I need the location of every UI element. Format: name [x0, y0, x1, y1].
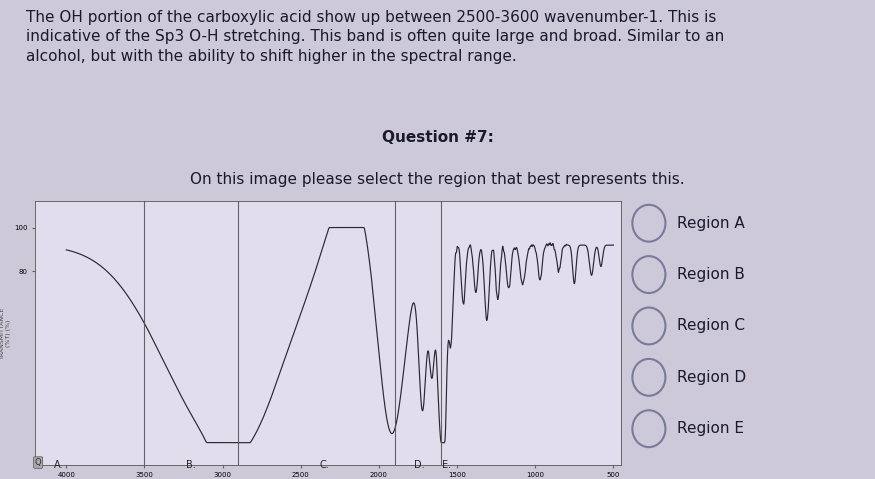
Text: Q: Q	[35, 458, 41, 467]
Text: Region D: Region D	[677, 370, 746, 385]
Text: E.: E.	[442, 460, 451, 470]
Text: On this image please select the region that best represents this.: On this image please select the region t…	[190, 172, 685, 187]
Text: Question #7:: Question #7:	[382, 130, 493, 145]
Text: The OH portion of the carboxylic acid show up between 2500-3600 wavenumber-1. Th: The OH portion of the carboxylic acid sh…	[26, 10, 724, 64]
Y-axis label: TRANSMITTANCE
(%T) (%): TRANSMITTANCE (%T) (%)	[0, 307, 11, 359]
Text: D.: D.	[414, 460, 425, 470]
Text: Region A: Region A	[677, 216, 745, 231]
Text: Region C: Region C	[677, 319, 746, 333]
Text: Region B: Region B	[677, 267, 746, 282]
Text: B.: B.	[186, 460, 196, 470]
Text: Region E: Region E	[677, 421, 745, 436]
Text: A.: A.	[53, 460, 63, 470]
Text: C.: C.	[319, 460, 329, 470]
